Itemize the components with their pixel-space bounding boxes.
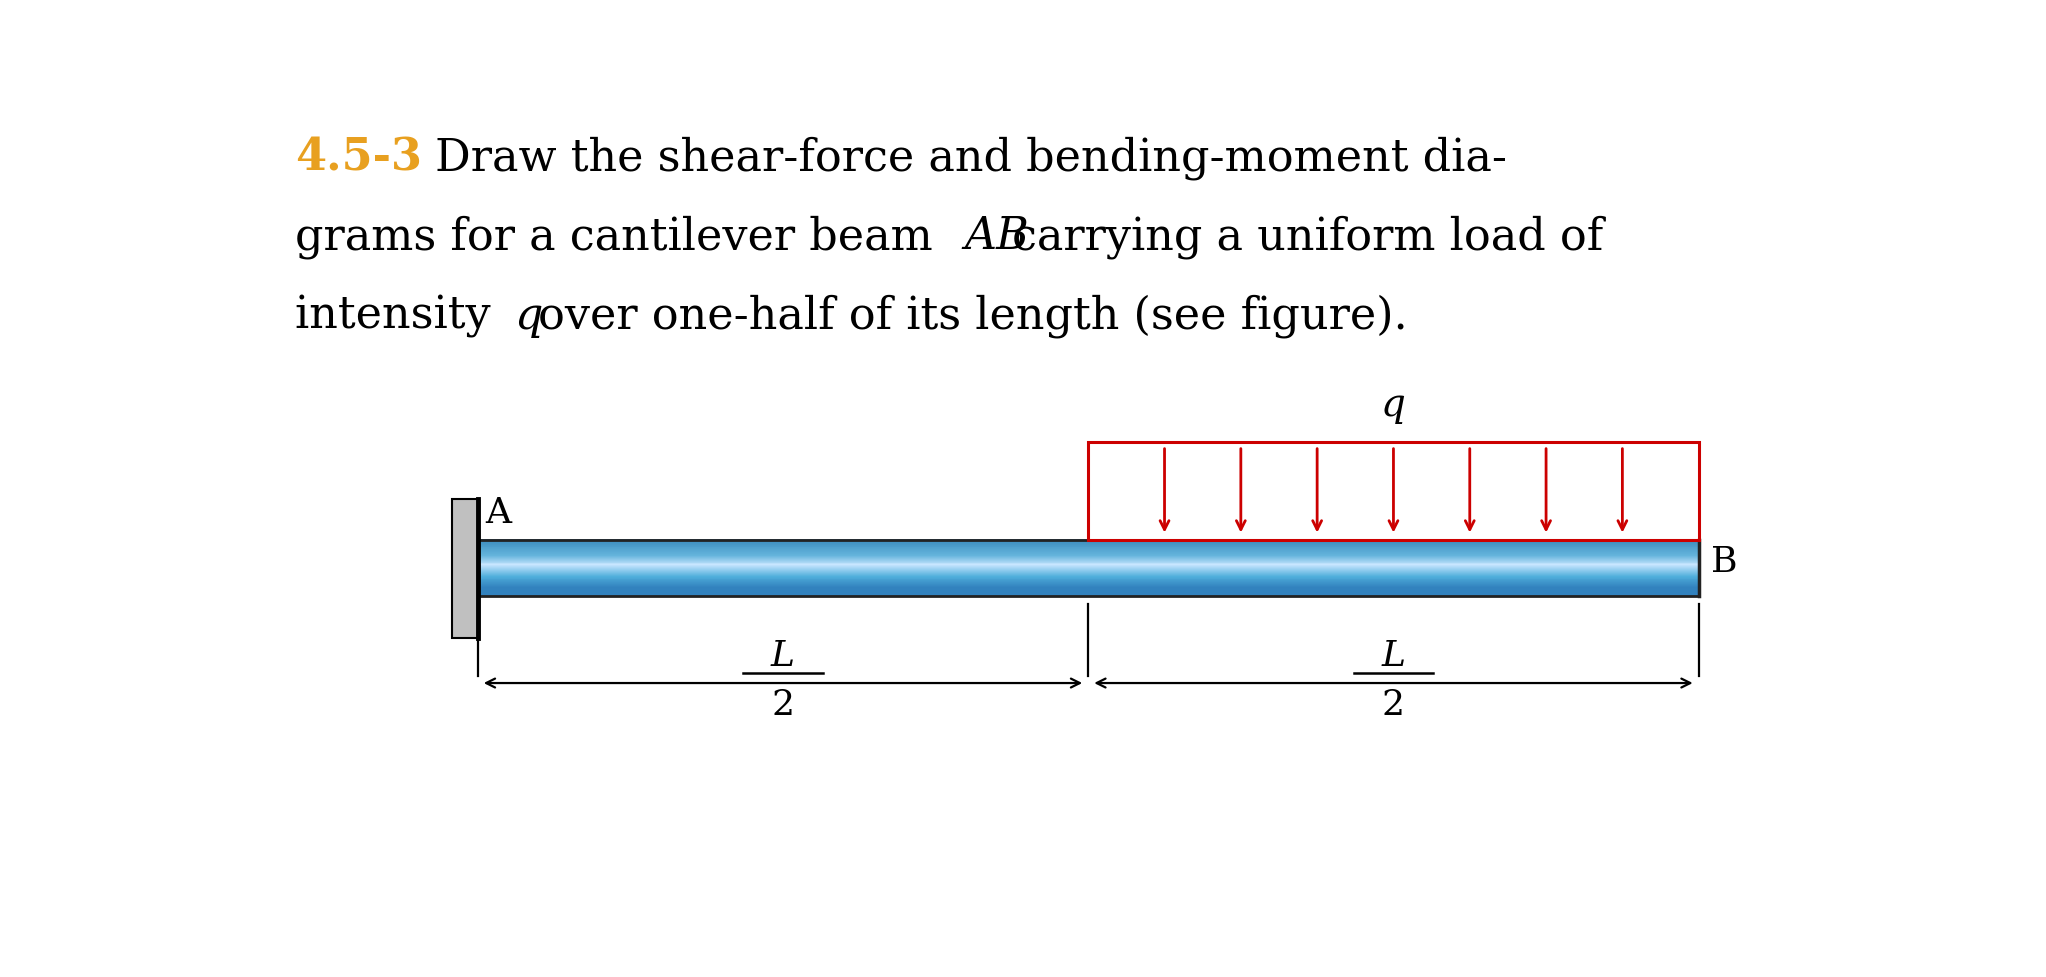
Bar (479, 560, 1698, 561)
Bar (479, 595, 1698, 597)
Bar (479, 544, 1698, 546)
Bar (452, 499, 479, 638)
Bar (479, 569, 1698, 571)
Bar (479, 548, 1698, 550)
Bar (479, 539, 1698, 541)
Bar (479, 583, 1698, 584)
Bar (479, 543, 1698, 545)
Bar (479, 565, 1698, 567)
Bar (479, 541, 1698, 543)
Text: 2: 2 (1381, 687, 1406, 721)
Bar (479, 545, 1698, 547)
Bar (479, 584, 1698, 585)
Bar (479, 588, 1698, 590)
Text: A: A (485, 495, 512, 530)
Bar (479, 587, 1698, 589)
Bar (479, 561, 1698, 562)
Bar (479, 552, 1698, 554)
Bar (479, 576, 1698, 578)
Bar (479, 593, 1698, 595)
Bar (479, 586, 1698, 587)
Bar (479, 564, 1698, 566)
Text: carrying a uniform load of: carrying a uniform load of (1013, 215, 1604, 259)
Bar (479, 558, 1698, 559)
Bar (479, 542, 1698, 544)
Bar (479, 570, 1698, 572)
Bar (479, 578, 1698, 580)
Bar (479, 573, 1698, 574)
Text: B: B (1710, 544, 1737, 578)
Text: 2: 2 (771, 687, 794, 721)
Bar (479, 557, 1698, 558)
Bar (1088, 443, 1698, 540)
Bar (479, 579, 1698, 581)
Text: AB: AB (964, 215, 1029, 258)
Bar (479, 563, 1698, 565)
Bar (479, 571, 1698, 573)
Text: q: q (514, 294, 542, 337)
Bar (479, 567, 1698, 569)
Text: over one-half of its length (see figure).: over one-half of its length (see figure)… (538, 294, 1408, 338)
Bar (479, 589, 1698, 591)
Bar (479, 549, 1698, 551)
Bar (479, 577, 1698, 579)
Text: grams for a cantilever beam: grams for a cantilever beam (295, 215, 947, 259)
Text: Draw the shear-force and bending-moment dia-: Draw the shear-force and bending-moment … (436, 136, 1508, 180)
Bar (479, 590, 1698, 592)
Bar (479, 592, 1698, 594)
Bar (479, 562, 1698, 564)
Bar (479, 550, 1698, 552)
Bar (479, 573, 1698, 575)
Bar (479, 591, 1698, 593)
Bar (479, 554, 1698, 556)
Bar (479, 585, 1698, 586)
Bar (479, 561, 1698, 563)
Bar (479, 582, 1698, 583)
Bar (479, 594, 1698, 596)
Text: 4.5-3: 4.5-3 (295, 136, 421, 179)
Text: intensity: intensity (295, 294, 505, 337)
Bar (479, 556, 1698, 557)
Bar (479, 568, 1698, 570)
Text: q: q (1381, 387, 1406, 424)
Text: L: L (1381, 638, 1406, 672)
Bar (479, 546, 1698, 548)
Bar (479, 586, 1698, 588)
Bar (479, 540, 1698, 542)
Bar (479, 553, 1698, 555)
Bar (479, 551, 1698, 553)
Bar (479, 572, 1698, 573)
Bar (479, 547, 1698, 549)
Bar (479, 566, 1698, 568)
Bar (479, 559, 1698, 560)
Bar (479, 574, 1698, 576)
Text: L: L (771, 638, 796, 672)
Bar (479, 555, 1698, 556)
Bar (479, 581, 1698, 582)
Bar (479, 575, 1698, 577)
Bar (479, 580, 1698, 581)
